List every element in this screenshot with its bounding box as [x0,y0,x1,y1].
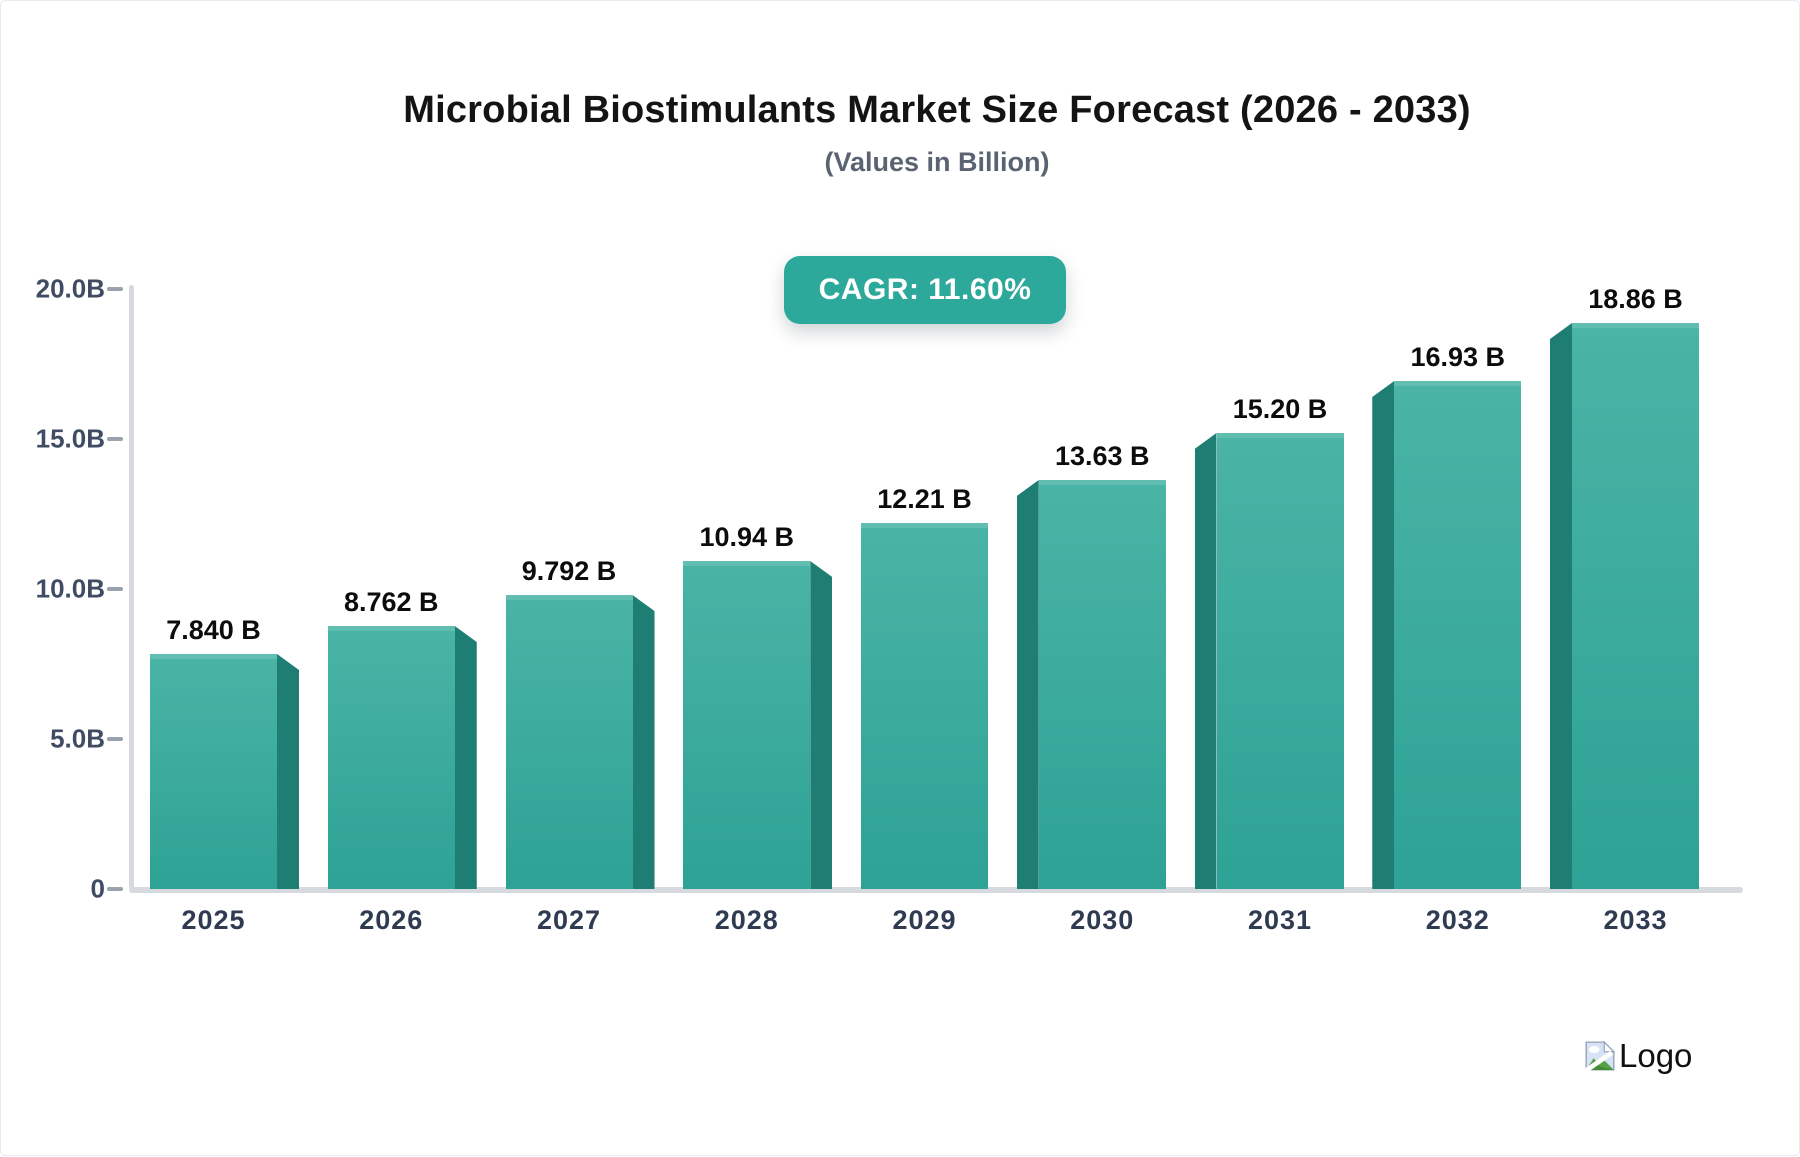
bar-2032 [1394,381,1522,889]
chart-subtitle: (Values in Billion) [824,147,1050,177]
broken-image-icon [1583,1040,1616,1073]
y-tick-label: 20.0B [35,273,105,304]
bar-side-panel [454,626,477,889]
y-tick-dash [107,737,123,741]
bar-side-panel [1372,381,1395,889]
x-tick-label: 2025 [181,905,246,935]
bar-2027 [505,595,633,889]
x-tick-label: 2031 [1247,905,1313,935]
bar-side-panel [1016,480,1039,889]
x-tick-label: 2033 [1603,905,1668,935]
y-tick-dash [107,437,123,441]
bar-value-label: 10.94 B [699,522,795,552]
bar-value-label: 18.86 B [1588,284,1683,314]
y-tick-dash [107,887,123,891]
x-tick-label: 2030 [1070,905,1135,935]
y-tick-dash [107,287,123,291]
y-tick-label: 15.0B [35,423,105,454]
bar-value-label: 12.21 B [877,484,972,514]
bar-2029 [861,523,988,889]
bar-2028 [683,561,811,889]
logo-placeholder: Logo [1583,1037,1692,1075]
bar-2026 [327,626,455,889]
bar-side-panel [810,561,833,889]
y-axis-line [129,285,134,889]
y-tick-label: 5.0B [50,723,105,754]
chart-title: Microbial Biostimulants Market Size Fore… [403,89,1471,131]
bar-value-label: 7.840 B [166,615,261,645]
y-tick-label: 0 [90,873,105,904]
cagr-badge: CAGR: 11.60% [784,256,1066,324]
bar-2025 [150,654,277,889]
x-tick-label: 2027 [536,905,602,935]
bar-side-panel [277,654,299,889]
bar-value-label: 8.762 B [343,587,439,617]
bar-value-label: 13.63 B [1054,441,1150,471]
x-tick-label: 2032 [1425,905,1490,935]
bar-value-label: 16.93 B [1410,342,1506,372]
logo-text: Logo [1619,1037,1693,1074]
bar-value-label: 9.792 B [521,556,617,586]
bar-2030 [1038,480,1166,889]
bar-side-panel [1550,323,1572,889]
y-tick-label: 10.0B [35,573,105,604]
y-tick-dash [107,587,123,591]
bar-side-panel [632,595,655,889]
x-tick-label: 2029 [892,905,957,935]
bar-side-panel [1194,433,1217,889]
bar-2033 [1572,323,1699,889]
bar-2031 [1216,433,1344,889]
x-axis-baseline [129,887,1743,893]
x-tick-label: 2026 [359,905,424,935]
bar-value-label: 15.20 B [1232,394,1328,424]
x-tick-label: 2028 [714,905,779,935]
